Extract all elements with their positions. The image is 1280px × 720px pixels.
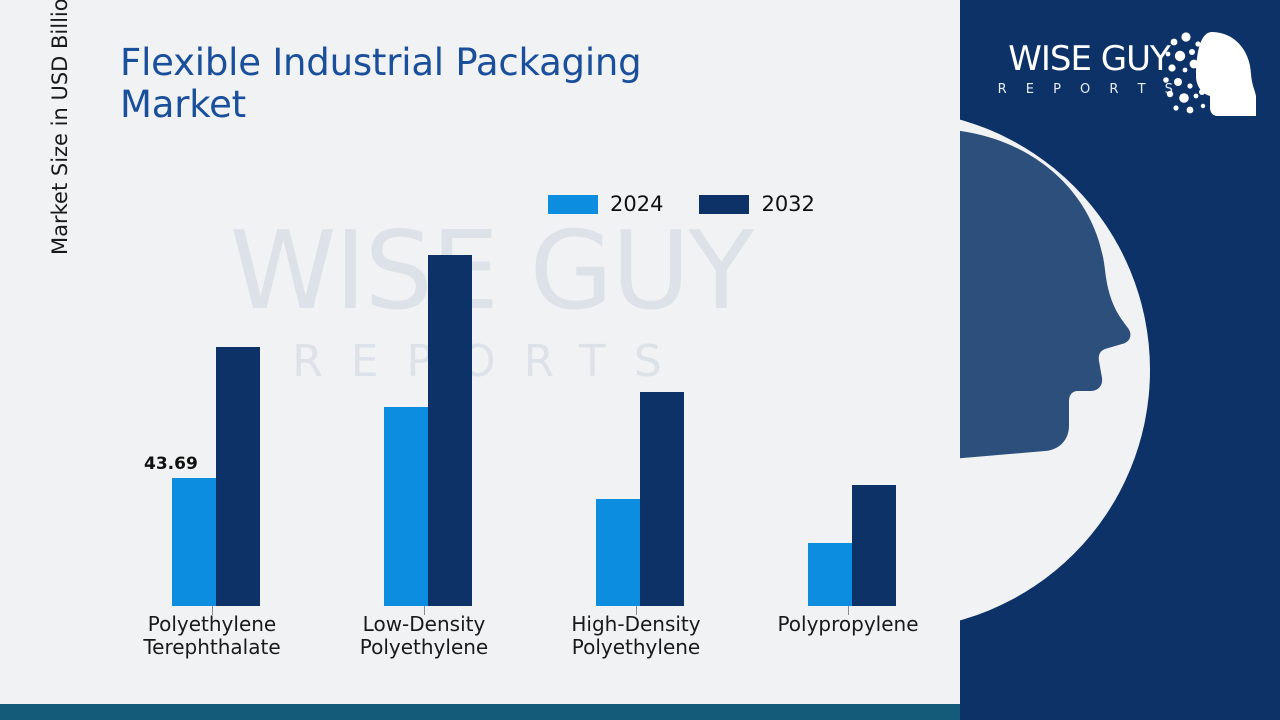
x-category-label-2: Low-Density Polyethylene bbox=[309, 612, 539, 660]
legend-swatch-2032 bbox=[699, 194, 750, 214]
right-brand-panel bbox=[960, 0, 1280, 720]
bar-2032-polypropylene[interactable] bbox=[852, 485, 896, 606]
bar-value-label-pet-2024: 43.69 bbox=[144, 454, 198, 474]
x-category-line-2b: Polyethylene bbox=[359, 635, 489, 660]
chart-container: Market Size in USD Billion 2024 2032 43.… bbox=[48, 0, 963, 660]
x-category-line-3b: Polyethylene bbox=[571, 635, 701, 660]
x-category-line-2a: Low-Density bbox=[362, 612, 486, 636]
x-category-label-1: Polyethylene Terephthalate bbox=[97, 612, 327, 660]
x-tick-2 bbox=[424, 606, 425, 615]
legend-label-2032: 2032 bbox=[761, 192, 815, 216]
logo-primary-text: WISE GUY bbox=[1008, 39, 1171, 79]
head-profile-silhouette-icon bbox=[960, 130, 1131, 459]
bar-2024-high-density-polyethylene[interactable] bbox=[596, 499, 640, 606]
x-category-line-1b: Terephthalate bbox=[143, 635, 281, 660]
page-title: Flexible Industrial Packaging Market bbox=[120, 41, 642, 127]
plot-area: 43.69 bbox=[96, 230, 926, 606]
legend-label-2024: 2024 bbox=[610, 192, 664, 216]
legend-item-2024[interactable]: 2024 bbox=[548, 192, 663, 216]
brand-logo: WISE GUY R E P O R T S bbox=[962, 28, 1262, 120]
bottom-accent-bar bbox=[0, 704, 960, 720]
x-tick-3 bbox=[636, 606, 637, 615]
bar-2032-low-density-polyethylene[interactable] bbox=[428, 255, 472, 606]
legend-item-2032[interactable]: 2032 bbox=[699, 192, 815, 216]
legend-swatch-2024 bbox=[548, 194, 598, 214]
x-category-line-1a: Polyethylene bbox=[147, 612, 277, 636]
x-category-line-4a: Polypropylene bbox=[777, 612, 919, 636]
logo-secondary-text: R E P O R T S bbox=[997, 82, 1181, 97]
bar-2032-high-density-polyethylene[interactable] bbox=[640, 392, 684, 606]
x-category-label-3: High-Density Polyethylene bbox=[521, 612, 751, 660]
logo-head-profile-icon bbox=[1163, 32, 1256, 116]
bar-2024-low-density-polyethylene[interactable] bbox=[384, 407, 428, 606]
x-category-line-3a: High-Density bbox=[571, 612, 701, 636]
y-axis-label: Market Size in USD Billion bbox=[48, 0, 72, 255]
bar-2032-polyethylene-terephthalate[interactable] bbox=[216, 347, 260, 606]
x-tick-1 bbox=[212, 606, 213, 615]
bar-2024-polypropylene[interactable] bbox=[808, 543, 852, 606]
bar-2024-polyethylene-terephthalate[interactable]: 43.69 bbox=[144, 454, 216, 606]
x-category-label-4: Polypropylene bbox=[733, 612, 963, 636]
x-tick-4 bbox=[848, 606, 849, 615]
chart-legend: 2024 2032 bbox=[548, 192, 815, 216]
